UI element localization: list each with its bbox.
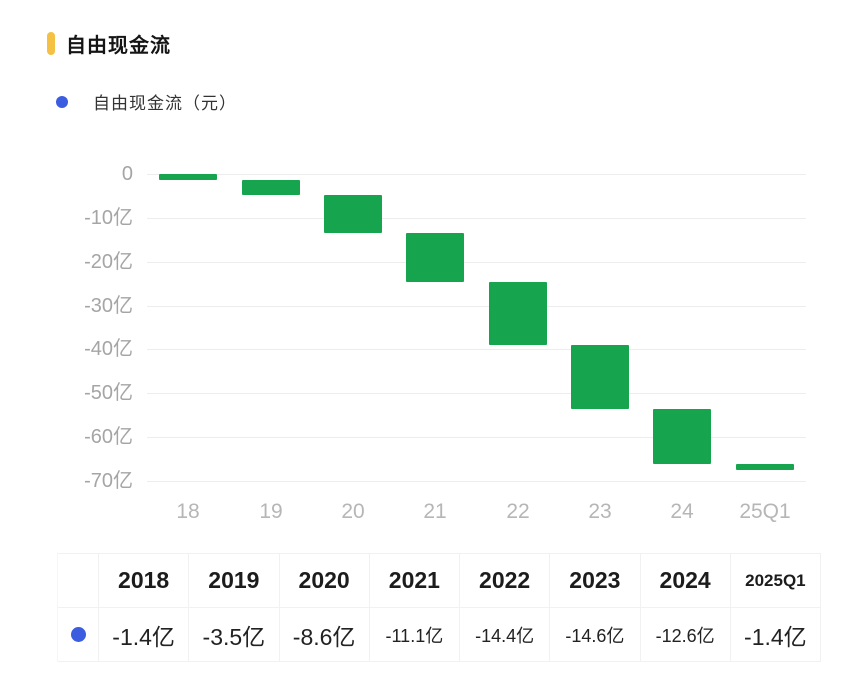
y-axis-tick-label: -60亿 [84,426,133,448]
y-axis-tick-label: -40亿 [84,338,133,360]
table-header-cell: 2023 [550,554,641,608]
table-header-cell: 2018 [99,554,190,608]
values-table: 2018 2019 2020 2021 2022 2023 2024 2025Q1 -1.4亿 -… [57,553,821,662]
table-value-cell: -3.5亿 [189,608,280,662]
x-axis-tick-label: 23 [588,500,612,523]
table-header-cell: 2019 [189,554,280,608]
x-axis-tick-label: 24 [670,500,694,523]
table-value-cell: -14.6亿 [550,608,641,662]
y-axis-tick-label: -20亿 [84,251,133,273]
waterfall-bar-24[interactable] [653,409,711,464]
table-value-cell: -14.4亿 [460,608,551,662]
title-accent-bar [47,32,55,55]
table-header-cell: 2022 [460,554,551,608]
legend-dot-icon [56,95,68,108]
table-header-cell: 2024 [640,554,731,608]
legend-item-free-cash-flow[interactable]: 自由现金流（元） [56,89,237,114]
table-value-cell: -1.4亿 [730,608,821,662]
x-axis-tick-label: 22 [506,500,530,523]
table-header-cell: 2020 [279,554,370,608]
y-axis-tick-label: 0 [121,163,133,185]
waterfall-bar-21[interactable] [406,233,464,282]
y-gridline [147,262,806,263]
card-header: 自由现金流 [47,29,171,58]
waterfall-bar-19[interactable] [242,180,300,195]
series-indicator-dot-icon [70,627,86,642]
y-gridline [147,437,806,438]
series-indicator-cell [58,608,99,662]
waterfall-bar-23[interactable] [571,345,629,409]
table-value-cell: -1.4亿 [99,608,190,662]
table-header-cell: 2021 [369,554,460,608]
table-value-cell: -8.6亿 [279,608,370,662]
waterfall-bar-18[interactable] [159,174,217,180]
x-axis-tick-label: 18 [176,500,200,523]
y-gridline [147,306,806,307]
page-title: 自由现金流 [66,35,171,57]
y-gridline [147,393,806,394]
table-corner-cell [58,554,99,608]
y-axis-tick-label: -10亿 [84,207,133,229]
waterfall-bar-20[interactable] [324,195,382,233]
table-value-cell: -11.1亿 [369,608,460,662]
y-axis-tick-label: -30亿 [84,295,133,317]
legend-label: 自由现金流（元） [93,94,237,113]
waterfall-bar-25Q1[interactable] [736,464,794,470]
x-axis-tick-label: 20 [341,500,365,523]
table-header-cell: 2025Q1 [730,554,821,608]
x-axis-tick-label: 21 [423,500,447,523]
table-value-cell: -12.6亿 [640,608,731,662]
y-axis-tick-label: -50亿 [84,382,133,404]
x-axis-tick-label: 25Q1 [739,500,791,523]
y-gridline [147,349,806,350]
y-axis-tick-label: -70亿 [84,470,133,492]
x-axis-tick-label: 19 [259,500,283,523]
y-gridline [147,481,806,482]
y-gridline [147,218,806,219]
y-gridline [147,174,806,175]
waterfall-bar-22[interactable] [489,282,547,345]
